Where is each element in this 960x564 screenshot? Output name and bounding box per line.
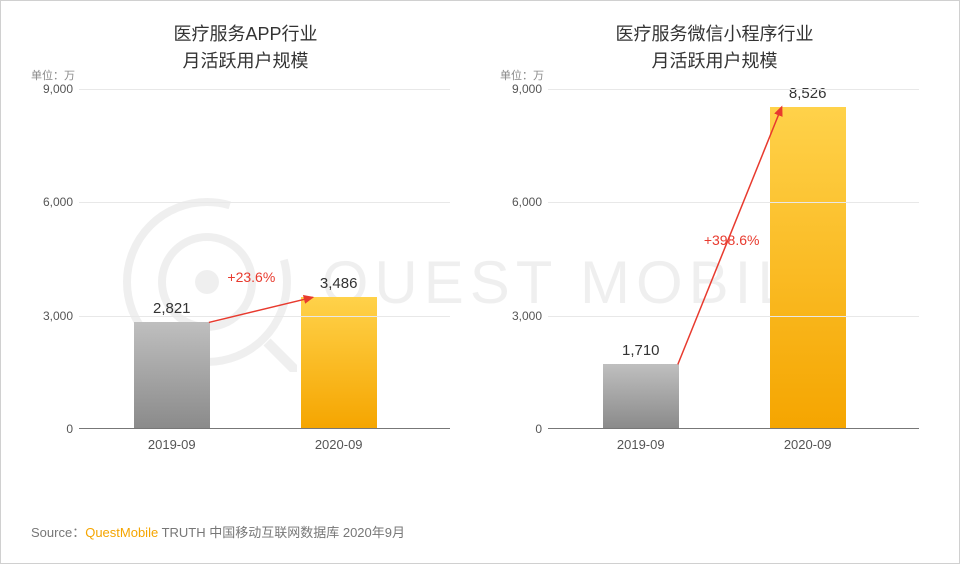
chart-panel-app: 医疗服务APP行业 月活跃用户规模 单位：万 03,0006,0009,000 …	[31, 21, 460, 481]
grid-line	[548, 316, 919, 317]
x-label: 2019-09	[581, 437, 701, 452]
bar-value: 8,526	[789, 85, 827, 102]
y-tick: 9,000	[512, 82, 542, 96]
x-baseline	[548, 428, 919, 429]
bar: 3,486	[301, 297, 377, 429]
plot-area: 03,0006,0009,000 1,7108,526 2019-092020-…	[548, 89, 919, 429]
growth-label: +398.6%	[704, 232, 760, 248]
y-axis: 03,0006,0009,000	[31, 89, 79, 429]
y-axis: 03,0006,0009,000	[500, 89, 548, 429]
grid-line	[79, 316, 450, 317]
x-label: 2019-09	[112, 437, 232, 452]
bars-container: 2,821 3,486	[79, 89, 450, 429]
source-text: Source：QuestMobile TRUTH 中国移动互联网数据库 2020…	[31, 522, 405, 541]
chart-title-line1: 医疗服务APP行业	[31, 21, 460, 48]
bar-value: 3,486	[320, 275, 358, 292]
unit-label: 单位：万	[500, 67, 544, 83]
bar: 2,821	[134, 322, 210, 429]
source-prefix: Source：	[31, 525, 85, 540]
grid-line	[79, 89, 450, 90]
chart-title-line1: 医疗服务微信小程序行业	[500, 21, 929, 48]
x-baseline	[79, 428, 450, 429]
grid-line	[548, 202, 919, 203]
chart-title: 医疗服务微信小程序行业 月活跃用户规模	[500, 21, 929, 75]
y-tick: 6,000	[43, 195, 73, 209]
x-label: 2020-09	[279, 437, 399, 452]
chart-title: 医疗服务APP行业 月活跃用户规模	[31, 21, 460, 75]
charts-row: 医疗服务APP行业 月活跃用户规模 单位：万 03,0006,0009,000 …	[1, 1, 959, 481]
source-suffix: TRUTH 中国移动互联网数据库 2020年9月	[158, 525, 405, 540]
source-brand: QuestMobile	[85, 525, 158, 540]
bars-container: 1,710 8,526	[548, 89, 919, 429]
grid-line	[79, 202, 450, 203]
y-tick: 0	[66, 422, 73, 436]
plot-area: 03,0006,0009,000 2,8213,486 2019-092020-…	[79, 89, 450, 429]
y-tick: 3,000	[512, 309, 542, 323]
y-tick: 0	[535, 422, 542, 436]
chart-panel-miniprogram: 医疗服务微信小程序行业 月活跃用户规模 单位：万 0 3,000 6,000 9,00…	[500, 21, 929, 481]
bar: 1,710	[603, 364, 679, 429]
chart-title-line2: 月活跃用户规模	[31, 48, 460, 75]
bar: 8,526	[770, 107, 846, 429]
unit-label: 单位：万	[31, 67, 75, 83]
growth-label: +23.6%	[227, 269, 275, 285]
y-tick: 9,000	[43, 82, 73, 96]
bar-value: 1,710	[622, 342, 660, 359]
y-tick: 6,000	[512, 195, 542, 209]
chart-title-line2: 月活跃用户规模	[500, 48, 929, 75]
grid-line	[548, 89, 919, 90]
y-tick: 3,000	[43, 309, 73, 323]
x-label: 2020-09	[748, 437, 868, 452]
